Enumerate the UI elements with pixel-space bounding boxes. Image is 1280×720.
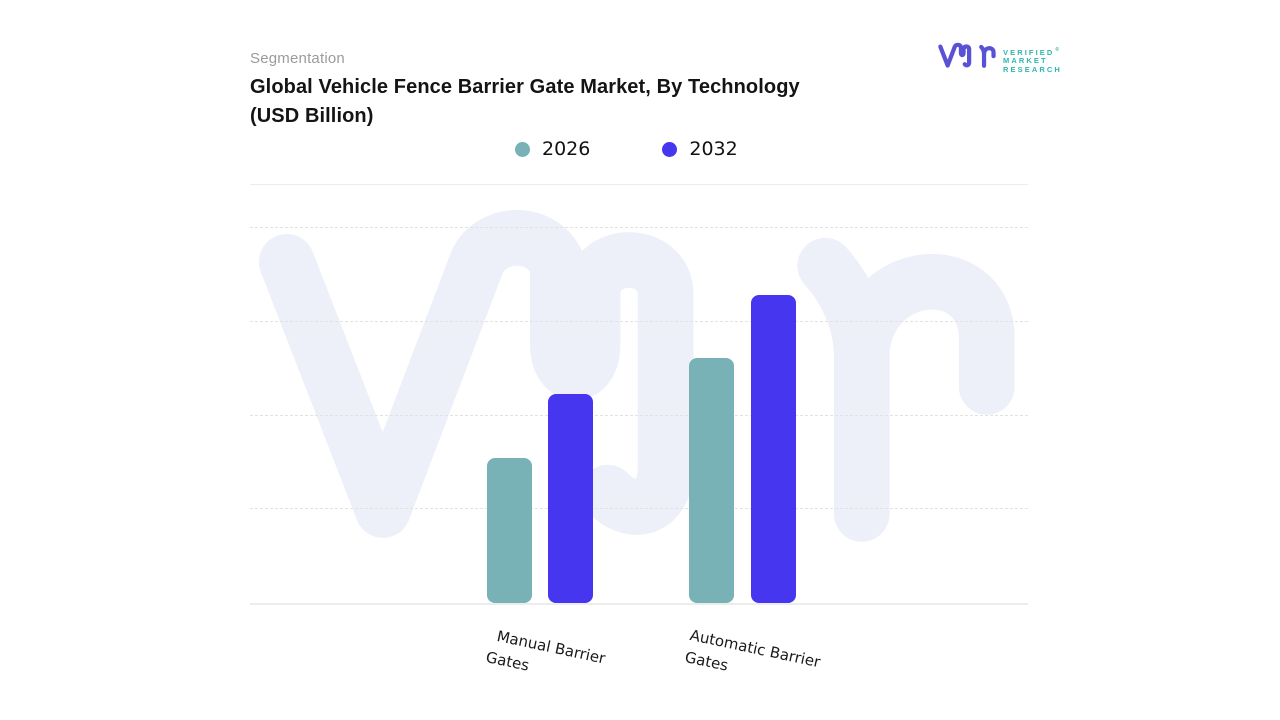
gridline bbox=[250, 508, 1028, 509]
bar-2032-automatic-barrier-gates bbox=[751, 295, 796, 603]
bar-2032-manual-barrier-gates bbox=[548, 394, 593, 603]
chart-title-line1: Global Vehicle Fence Barrier Gate Market… bbox=[250, 76, 800, 98]
x-tick-manual-line2: Gates bbox=[484, 648, 531, 675]
legend-label-2032: 2032 bbox=[689, 138, 738, 160]
bar-chart bbox=[250, 227, 1028, 605]
brand-wordmark: VERIFIED® MARKET RESEARCH bbox=[1003, 46, 1062, 74]
legend-item-2032: 2032 bbox=[662, 138, 738, 160]
header-divider bbox=[250, 184, 1028, 185]
bar-2026-manual-barrier-gates bbox=[487, 458, 532, 603]
bar-2026-automatic-barrier-gates bbox=[689, 358, 734, 603]
gridline bbox=[250, 227, 1028, 228]
brand-line-research: RESEARCH bbox=[1003, 64, 1062, 74]
brand-line-market: MARKET bbox=[1003, 56, 1048, 66]
registered-mark: ® bbox=[1055, 47, 1060, 53]
vmr-monogram-icon bbox=[938, 44, 995, 68]
legend-label-2026: 2026 bbox=[542, 138, 591, 160]
brand-line-verified: VERIFIED® bbox=[1003, 46, 1062, 57]
legend-item-2026: 2026 bbox=[515, 138, 590, 160]
chart-title-line2: (USD Billion) bbox=[250, 105, 374, 127]
gridline bbox=[250, 321, 1028, 322]
x-axis-line bbox=[250, 603, 1028, 605]
eyebrow-label: Segmentation bbox=[250, 50, 345, 67]
brand-logo: VERIFIED® MARKET RESEARCH bbox=[938, 44, 1062, 74]
brand-text-verified: VERIFIED bbox=[1003, 48, 1055, 57]
x-tick-automatic-line2: Gates bbox=[683, 648, 730, 675]
vmr-watermark-icon bbox=[256, 231, 1006, 539]
gridline bbox=[250, 415, 1028, 416]
legend-swatch-2026 bbox=[515, 141, 530, 157]
legend: 2026 2032 bbox=[515, 138, 738, 160]
legend-swatch-2032 bbox=[662, 141, 678, 157]
